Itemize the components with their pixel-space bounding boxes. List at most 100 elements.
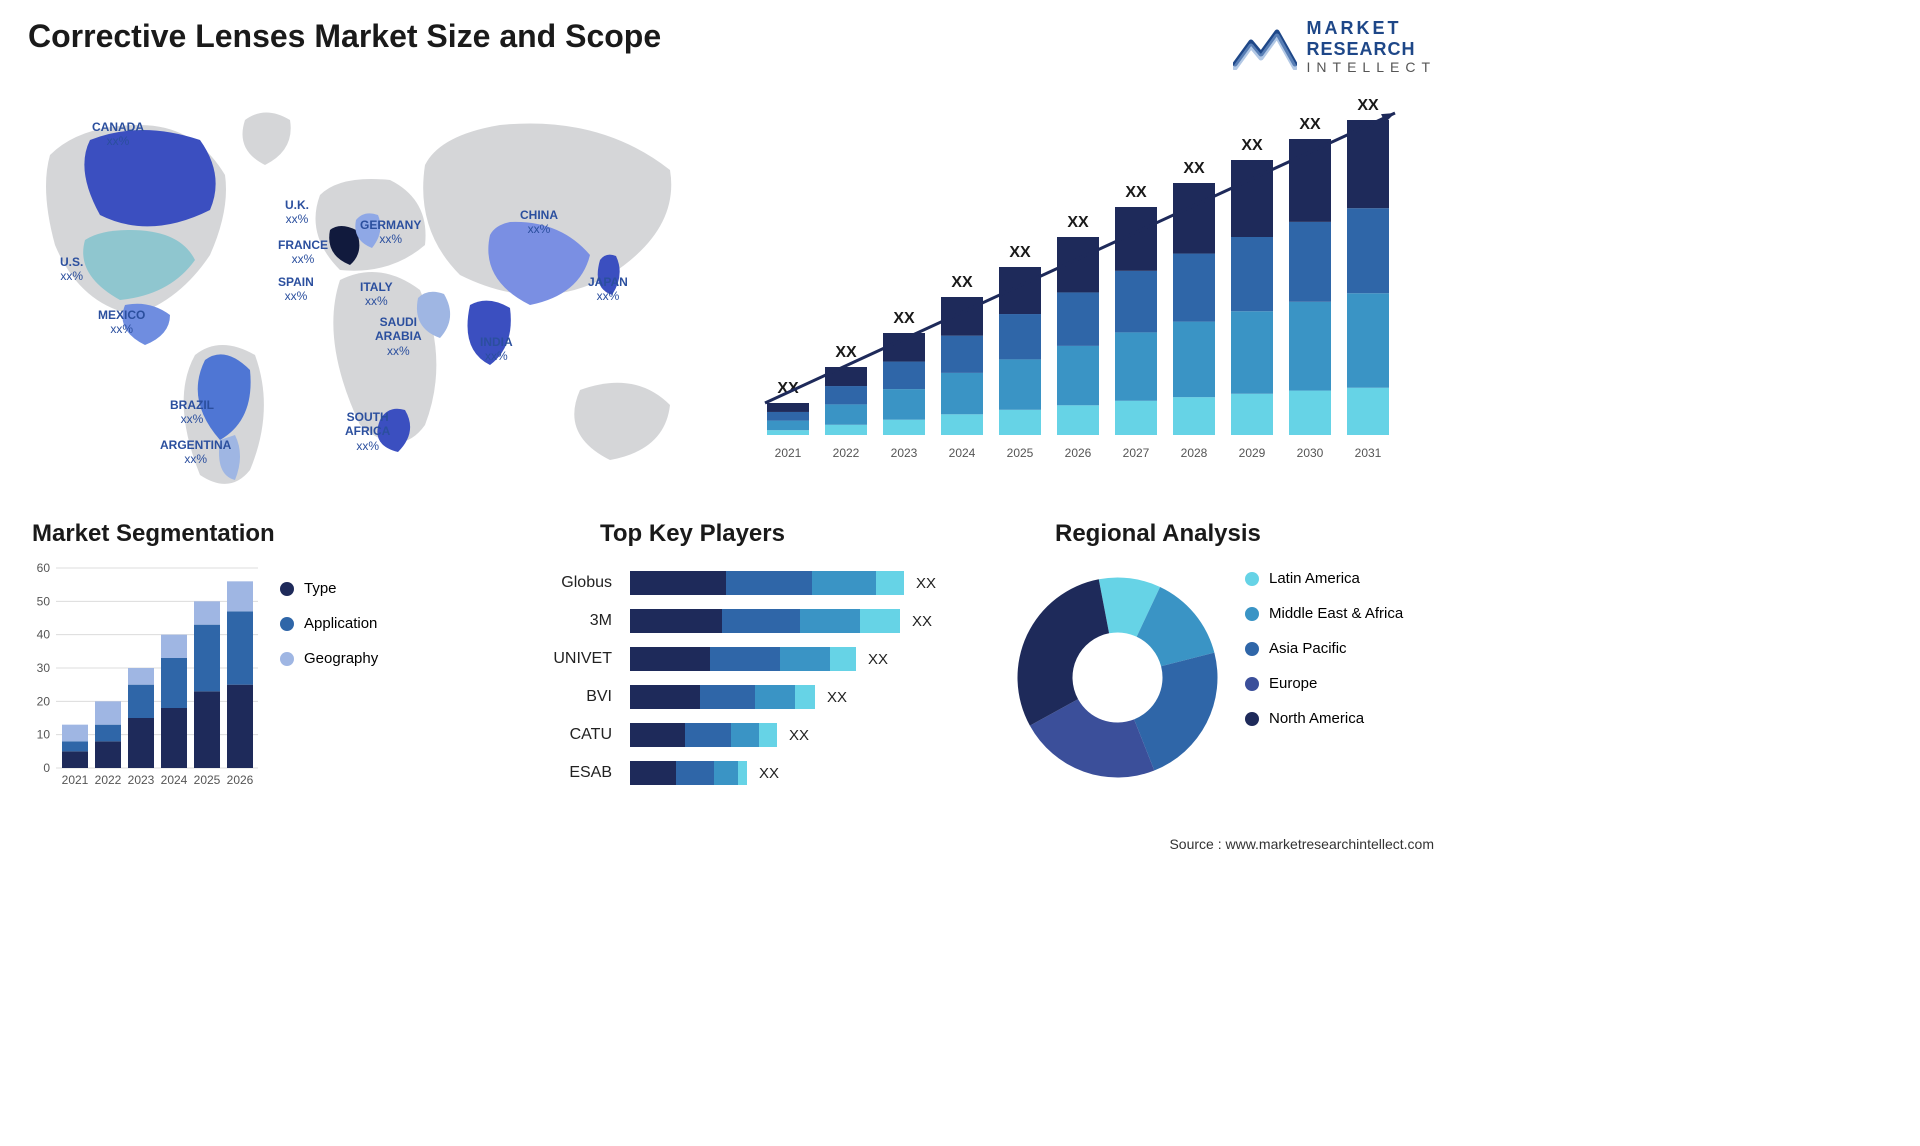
seg-legend-type: Type	[280, 580, 378, 597]
legend-label: Middle East & Africa	[1269, 605, 1403, 622]
legend-dot	[1245, 572, 1259, 586]
svg-text:XX: XX	[951, 274, 973, 291]
svg-text:2027: 2027	[1123, 446, 1150, 460]
svg-text:2029: 2029	[1239, 446, 1266, 460]
legend-label: Latin America	[1269, 570, 1360, 587]
region-legend-north-america: North America	[1245, 710, 1403, 727]
svg-text:2026: 2026	[1065, 446, 1092, 460]
player-name: 3M	[500, 612, 630, 630]
player-value: XX	[916, 575, 936, 592]
map-label-china: CHINAxx%	[520, 208, 558, 237]
map-label-france: FRANCExx%	[278, 238, 328, 267]
legend-dot	[1245, 607, 1259, 621]
svg-text:2025: 2025	[1007, 446, 1034, 460]
players-heading: Top Key Players	[600, 520, 785, 548]
player-bar	[630, 647, 856, 671]
player-name: CATU	[500, 726, 630, 744]
source-attribution: Source : www.marketresearchintellect.com	[1169, 836, 1434, 852]
svg-text:2024: 2024	[949, 446, 976, 460]
brand-logo: MARKET RESEARCH INTELLECT	[1233, 18, 1436, 75]
logo-line3: INTELLECT	[1307, 59, 1436, 75]
legend-dot	[280, 617, 294, 631]
main-growth-chart: XX2021XX2022XX2023XX2024XX2025XX2026XX20…	[755, 95, 1425, 475]
logo-icon	[1233, 24, 1297, 70]
player-row-bvi: BVIXX	[500, 679, 975, 715]
map-label-germany: GERMANYxx%	[360, 218, 421, 247]
players-chart: GlobusXX3MXXUNIVETXXBVIXXCATUXXESABXX	[500, 565, 975, 793]
legend-label: Type	[304, 580, 337, 597]
player-value: XX	[827, 689, 847, 706]
svg-text:50: 50	[37, 594, 51, 608]
map-label-india: INDIAxx%	[480, 335, 513, 364]
player-bar	[630, 571, 904, 595]
legend-label: North America	[1269, 710, 1364, 727]
svg-text:20: 20	[37, 694, 51, 708]
svg-text:2021: 2021	[775, 446, 802, 460]
segmentation-chart: 0102030405060202120222023202420252026	[30, 560, 260, 790]
svg-text:XX: XX	[1299, 116, 1321, 133]
region-legend-latin-america: Latin America	[1245, 570, 1403, 587]
seg-legend-geography: Geography	[280, 650, 378, 667]
player-value: XX	[912, 613, 932, 630]
legend-dot	[1245, 642, 1259, 656]
seg-legend-application: Application	[280, 615, 378, 632]
player-row-esab: ESAB XX	[500, 755, 975, 791]
region-legend-middle-east-africa: Middle East & Africa	[1245, 605, 1403, 622]
player-bar	[630, 723, 777, 747]
regional-donut	[1005, 565, 1230, 790]
world-map: CANADAxx%U.S.xx%MEXICOxx%BRAZILxx%ARGENT…	[20, 80, 720, 490]
regional-legend: Latin America Middle East & Africa Asia Pa…	[1245, 570, 1403, 727]
legend-dot	[1245, 677, 1259, 691]
legend-dot	[1245, 712, 1259, 726]
legend-label: Europe	[1269, 675, 1317, 692]
donut-svg	[1005, 565, 1230, 790]
player-name: Globus	[500, 574, 630, 592]
map-label-mexico: MEXICOxx%	[98, 308, 145, 337]
player-row-3m: 3M XX	[500, 603, 975, 639]
svg-text:XX: XX	[1183, 160, 1205, 177]
map-label-brazil: BRAZILxx%	[170, 398, 214, 427]
player-value: XX	[868, 651, 888, 668]
logo-line2: RESEARCH	[1307, 39, 1436, 60]
player-bar	[630, 609, 900, 633]
region-legend-europe: Europe	[1245, 675, 1403, 692]
region-legend-asia-pacific: Asia Pacific	[1245, 640, 1403, 657]
svg-text:2028: 2028	[1181, 446, 1208, 460]
svg-text:0: 0	[43, 761, 50, 775]
svg-text:2031: 2031	[1355, 446, 1382, 460]
svg-text:XX: XX	[1009, 244, 1031, 261]
legend-dot	[280, 582, 294, 596]
svg-text:2021: 2021	[62, 773, 89, 787]
player-bar	[630, 761, 747, 785]
svg-text:60: 60	[37, 561, 51, 575]
segmentation-svg: 0102030405060202120222023202420252026	[30, 560, 260, 790]
player-row-univet: UNIVET XX	[500, 641, 975, 677]
logo-line1: MARKET	[1307, 18, 1436, 39]
svg-text:2022: 2022	[833, 446, 860, 460]
svg-text:2024: 2024	[161, 773, 188, 787]
player-value: XX	[759, 765, 779, 782]
legend-dot	[280, 652, 294, 666]
player-name: ESAB	[500, 764, 630, 782]
player-value: XX	[789, 727, 809, 744]
svg-text:2022: 2022	[95, 773, 122, 787]
svg-text:XX: XX	[835, 344, 857, 361]
legend-label: Geography	[304, 650, 378, 667]
player-bar	[630, 685, 815, 709]
svg-text:40: 40	[37, 628, 51, 642]
map-label-u-s-: U.S.xx%	[60, 255, 83, 284]
map-label-saudi-arabia: SAUDIARABIAxx%	[375, 315, 422, 358]
svg-text:2025: 2025	[194, 773, 221, 787]
main-chart-svg: XX2021XX2022XX2023XX2024XX2025XX2026XX20…	[755, 95, 1425, 475]
page-title: Corrective Lenses Market Size and Scope	[28, 18, 661, 55]
map-label-canada: CANADAxx%	[92, 120, 144, 149]
svg-text:10: 10	[37, 728, 51, 742]
player-name: UNIVET	[500, 650, 630, 668]
player-row-globus: Globus XX	[500, 565, 975, 601]
segmentation-legend: Type Application Geography	[280, 580, 378, 667]
player-row-catu: CATU XX	[500, 717, 975, 753]
svg-text:XX: XX	[1125, 184, 1147, 201]
map-label-italy: ITALYxx%	[360, 280, 393, 309]
legend-label: Application	[304, 615, 377, 632]
svg-text:XX: XX	[893, 310, 915, 327]
